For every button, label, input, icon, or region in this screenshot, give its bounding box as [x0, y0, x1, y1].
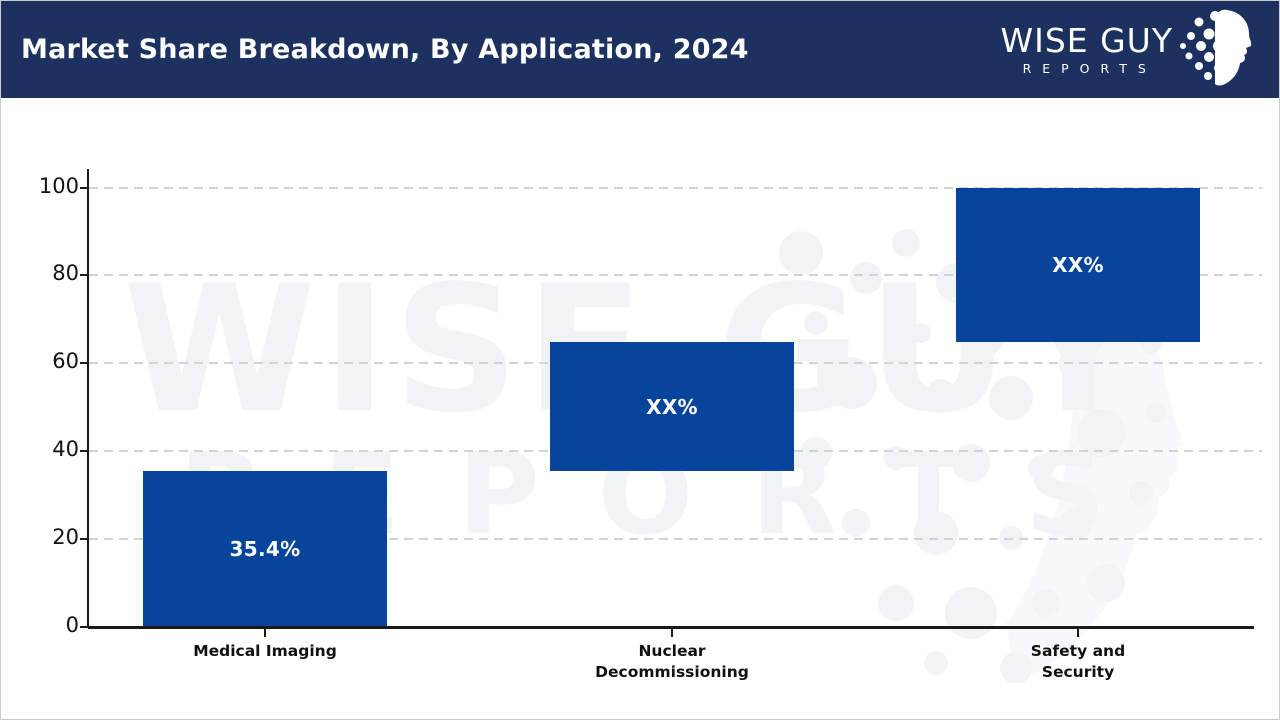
y-tick-label: 100 [38, 173, 79, 198]
logo-subtext: REPORTS [1022, 60, 1157, 76]
y-tick-label: 40 [52, 437, 79, 462]
header-bar: Market Share Breakdown, By Application, … [1, 1, 1279, 98]
x-tick-mark [671, 629, 673, 637]
gridline-y100 [89, 186, 1262, 189]
bar-value-label: 35.4% [229, 537, 301, 562]
x-axis-line [88, 626, 1254, 629]
y-axis-line [87, 169, 89, 628]
bar-1: 35.4% [143, 471, 387, 627]
bar-2: XX% [550, 342, 794, 472]
brand-logo: WISE GUY REPORTS [1000, 8, 1253, 92]
x-tick-mark [1077, 629, 1079, 637]
y-tick-mark [80, 450, 88, 453]
logo-dotted-face-icon [1175, 8, 1253, 92]
logo-wordmark-block: WISE GUY REPORTS [1000, 24, 1173, 76]
y-tick-mark [80, 186, 88, 189]
y-tick-label: 0 [65, 613, 79, 637]
y-tick-label: 80 [52, 261, 79, 286]
page-title: Market Share Breakdown, By Application, … [21, 34, 749, 65]
bar-value-label: XX% [1052, 252, 1104, 277]
y-tick-mark [80, 274, 88, 277]
logo-wordmark: WISE GUY [1000, 20, 1173, 60]
category-label: Nuclear Decommissioning [595, 642, 749, 681]
bar-value-label: XX% [646, 394, 698, 419]
gridline-y80 [89, 274, 1262, 277]
gridline-y20 [89, 538, 1262, 541]
category-label: Medical Imaging [193, 642, 337, 660]
y-tick-mark [80, 362, 88, 365]
bar-3: XX% [956, 187, 1200, 343]
y-tick-label: 20 [52, 525, 79, 550]
x-tick-mark [264, 629, 266, 637]
y-tick-label: 60 [52, 349, 79, 374]
y-tick-mark [80, 626, 88, 628]
y-tick-mark [80, 538, 88, 541]
category-label: Safety and Security [1030, 642, 1126, 681]
